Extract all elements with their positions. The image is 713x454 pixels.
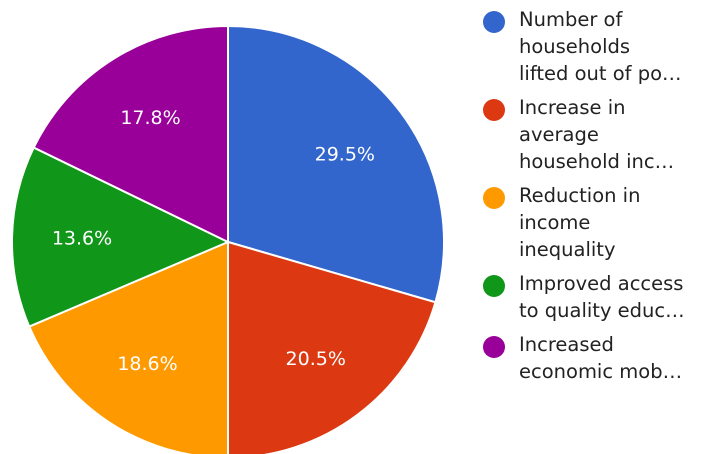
pie-slice-label-2: 18.6% — [117, 353, 177, 375]
legend-label-line: household inc… — [519, 148, 713, 175]
legend-swatch-1 — [483, 99, 505, 121]
legend-label-line: Number of — [519, 6, 713, 33]
chart-legend: Number of households lifted out of po… Incr… — [483, 6, 713, 392]
legend-label-line: lifted out of po… — [519, 60, 713, 87]
legend-swatch-3 — [483, 275, 505, 297]
legend-swatch-4 — [483, 336, 505, 358]
pie-slice-label-4: 17.8% — [120, 107, 180, 129]
legend-item-2[interactable]: Reduction in income inequality — [483, 182, 713, 263]
legend-label-line: Reduction in — [519, 182, 713, 209]
legend-swatch-2 — [483, 187, 505, 209]
pie-slice-label-3: 13.6% — [52, 227, 112, 249]
legend-label-line: households — [519, 33, 713, 60]
legend-label-line: average — [519, 121, 713, 148]
legend-label-line: economic mob… — [519, 358, 713, 385]
legend-swatch-0 — [483, 11, 505, 33]
legend-label-line: inequality — [519, 236, 713, 263]
legend-label-line: Increase in — [519, 94, 713, 121]
legend-label-line: Increased — [519, 331, 713, 358]
pie-slice-label-0: 29.5% — [315, 143, 375, 165]
legend-label-line: Improved access — [519, 270, 713, 297]
legend-label-line: income — [519, 209, 713, 236]
legend-item-4[interactable]: Increased economic mob… — [483, 331, 713, 385]
legend-item-1[interactable]: Increase in average household inc… — [483, 94, 713, 175]
legend-label-line: to quality educ… — [519, 297, 713, 324]
legend-item-0[interactable]: Number of households lifted out of po… — [483, 6, 713, 87]
legend-item-3[interactable]: Improved access to quality educ… — [483, 270, 713, 324]
pie-slice-label-1: 20.5% — [286, 348, 346, 370]
